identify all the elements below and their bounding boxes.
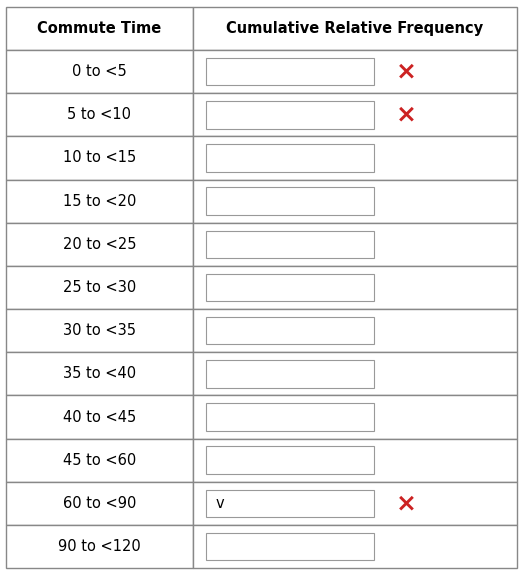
Bar [192,266,517,309]
Bar [6,93,192,136]
Bar [206,532,374,560]
Text: 25 to <30: 25 to <30 [63,280,136,295]
Bar [206,403,374,431]
Text: 15 to <20: 15 to <20 [63,194,136,209]
Bar [192,7,517,50]
Bar [6,223,192,266]
Text: 45 to <60: 45 to <60 [63,453,136,467]
Bar [206,144,374,172]
Text: 10 to <15: 10 to <15 [63,151,136,166]
Text: ×: × [396,60,417,83]
Bar [6,50,192,93]
Text: v: v [215,496,224,511]
Bar [6,396,192,439]
Bar [192,93,517,136]
Bar [206,446,374,474]
Bar [192,50,517,93]
Bar [206,58,374,86]
Text: 40 to <45: 40 to <45 [63,409,136,424]
Bar [206,231,374,258]
Bar [6,525,192,568]
Bar [192,136,517,179]
Bar [6,352,192,396]
Bar [206,274,374,301]
Bar [206,187,374,215]
Bar [6,266,192,309]
Bar [206,101,374,129]
Text: 90 to <120: 90 to <120 [58,539,141,554]
Text: Commute Time: Commute Time [37,21,162,36]
Bar [192,525,517,568]
Bar [192,223,517,266]
Bar [206,489,374,517]
Bar [6,309,192,352]
Bar [206,317,374,344]
Text: Cumulative Relative Frequency: Cumulative Relative Frequency [226,21,483,36]
Text: 20 to <25: 20 to <25 [63,237,136,252]
Bar [192,396,517,439]
Bar [192,352,517,396]
Text: 0 to <5: 0 to <5 [72,64,127,79]
Text: ×: × [396,103,417,127]
Bar [192,439,517,482]
Bar [206,360,374,388]
Bar [6,482,192,525]
Bar [6,7,192,50]
Bar [192,179,517,223]
Bar [6,179,192,223]
Text: 30 to <35: 30 to <35 [63,323,136,338]
Bar [6,439,192,482]
Bar [192,309,517,352]
Text: 35 to <40: 35 to <40 [63,366,136,381]
Bar [192,482,517,525]
Text: 60 to <90: 60 to <90 [63,496,136,511]
Text: 5 to <10: 5 to <10 [67,108,131,122]
Text: ×: × [396,492,417,515]
Bar [6,136,192,179]
